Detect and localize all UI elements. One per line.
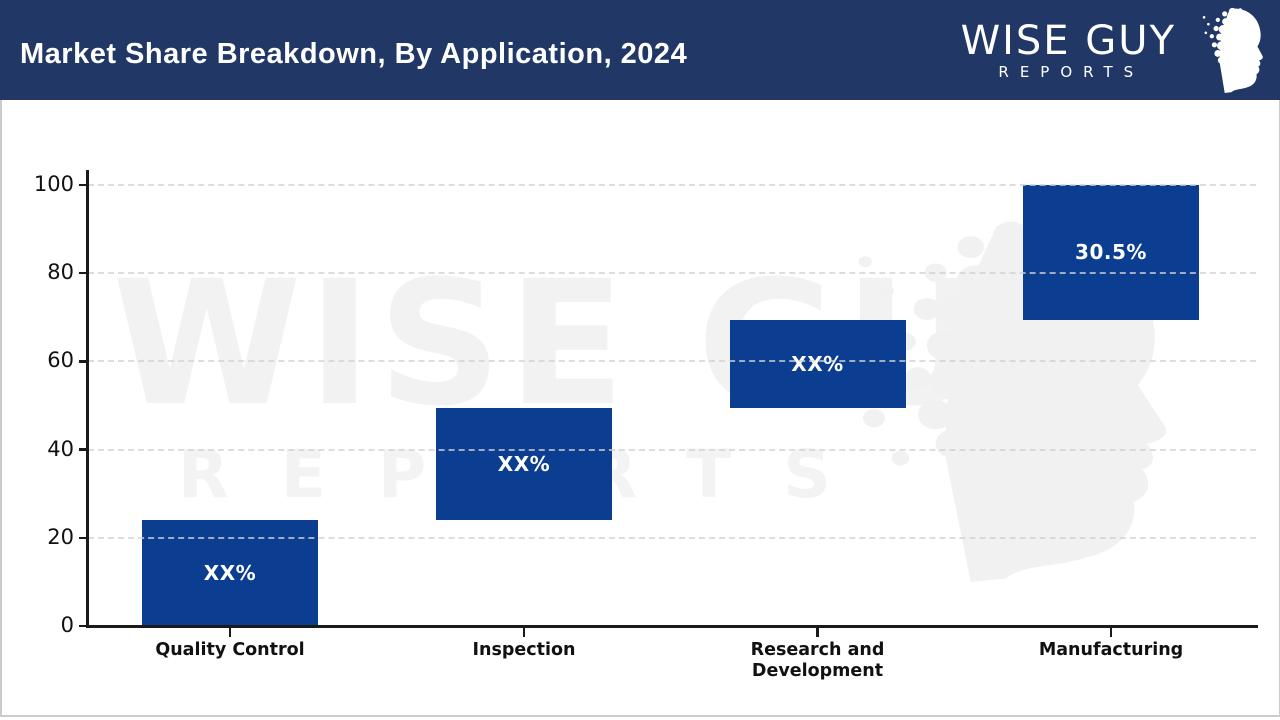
- gridline-80: [88, 272, 1256, 275]
- x-tick-3: [1109, 628, 1113, 637]
- x-label-0: Quality Control: [155, 640, 305, 660]
- wiseguy-logo: WISE GUY REPORTS: [961, 6, 1266, 94]
- gridline-20: [88, 536, 1256, 539]
- bar-value-label: XX%: [497, 451, 551, 476]
- left-border: [0, 100, 2, 716]
- bar-manufacturing: 30.5%: [1023, 185, 1199, 320]
- gridline-100: [88, 184, 1256, 186]
- x-axis-line: [86, 625, 1258, 628]
- gridline-40: [88, 448, 1256, 451]
- y-tick-100: [79, 183, 87, 187]
- logo-text: WISE GUY REPORTS: [961, 21, 1176, 80]
- y-tick-label-80: 80: [47, 260, 74, 285]
- y-tick-label-0: 0: [60, 613, 74, 637]
- y-tick-20: [79, 536, 87, 540]
- right-border: [1278, 100, 1280, 716]
- x-tick-0: [228, 628, 232, 637]
- y-tick-label-40: 40: [47, 436, 74, 461]
- bar-inspection: XX%: [436, 407, 612, 521]
- y-tick-label-20: 20: [47, 524, 74, 549]
- y-tick-40: [79, 448, 87, 451]
- y-axis-line: [86, 170, 89, 628]
- gridline-60: [88, 360, 1256, 363]
- page-title: Market Share Breakdown, By Application, …: [20, 37, 688, 70]
- x-label-3: Manufacturing: [1038, 640, 1184, 660]
- x-tick-2: [816, 628, 819, 637]
- face-profile-icon: [1202, 7, 1263, 94]
- y-tick-80: [79, 271, 87, 275]
- y-tick-0: [79, 624, 87, 628]
- bottom-border: [0, 714, 1280, 717]
- x-label-2: Research and Development: [750, 640, 885, 681]
- bar-value-label: 30.5%: [1075, 240, 1147, 265]
- y-tick-label-60: 60: [47, 348, 74, 373]
- logo-wordmark: WISE GUY: [960, 17, 1176, 64]
- header-bar: Market Share Breakdown, By Application, …: [0, 0, 1280, 100]
- logo-subtitle: REPORTS: [998, 62, 1145, 81]
- y-tick-label-100: 100: [33, 172, 74, 196]
- bar-research-and-development: XX%: [729, 319, 906, 408]
- y-tick-60: [79, 360, 87, 363]
- x-tick-1: [522, 628, 526, 637]
- x-label-1: Inspection: [472, 640, 576, 660]
- bar-value-label: XX%: [791, 351, 844, 376]
- bar-value-label: XX%: [203, 561, 257, 586]
